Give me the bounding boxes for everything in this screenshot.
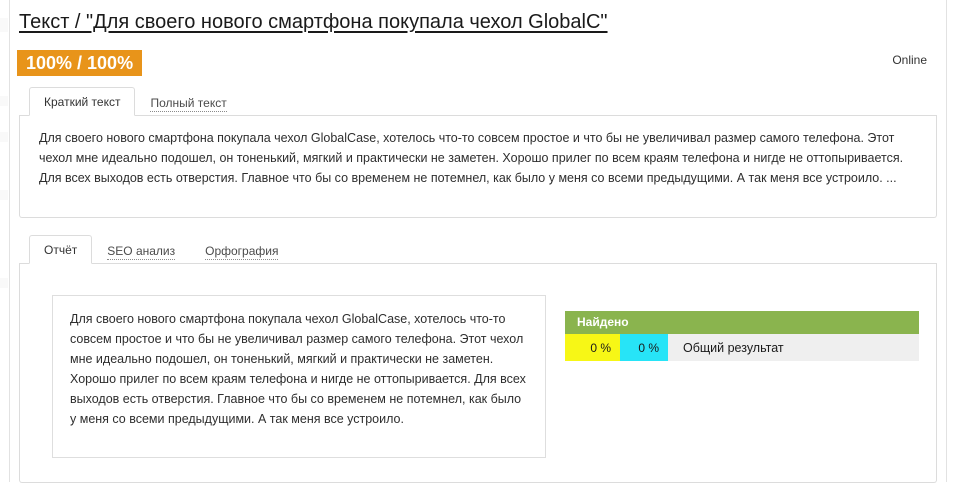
online-status-label: Online	[892, 53, 927, 67]
report-text-box: Для своего нового смартфона покупала чех…	[52, 295, 546, 458]
ghost-fragment	[0, 18, 8, 32]
text-tabstrip: Краткий текст Полный текст	[19, 87, 937, 116]
found-result-row: 0 % 0 % Общий результат	[565, 334, 919, 361]
text-tab-panel: Для своего нового смартфона покупала чех…	[19, 116, 937, 218]
found-result-label: Общий результат	[668, 334, 919, 361]
main-content-area: Текст / "Для своего нового смартфона пок…	[10, 0, 946, 483]
ghost-fragment	[0, 96, 8, 106]
review-text-short: Для своего нового смартфона покупала чех…	[39, 131, 904, 185]
right-page-gutter	[946, 0, 959, 482]
report-tabstrip: Отчёт SEO анализ Орфография	[19, 235, 937, 264]
found-panel-header: Найдено	[565, 311, 919, 334]
tab-label: Полный текст	[150, 96, 227, 112]
report-tab-panel: Для своего нового смартфона покупала чех…	[19, 264, 937, 483]
tab-polnyy-tekst[interactable]: Полный текст	[135, 88, 241, 116]
found-percent-yellow: 0 %	[565, 334, 620, 361]
tab-label: Краткий текст	[44, 95, 121, 109]
ghost-fragment	[0, 132, 8, 142]
ghost-fragment	[0, 278, 8, 288]
found-percent-cyan: 0 %	[620, 334, 668, 361]
tab-otchet[interactable]: Отчёт	[29, 235, 93, 264]
page-title[interactable]: Текст / "Для своего нового смартфона пок…	[19, 11, 608, 33]
tab-label: Орфография	[205, 244, 279, 260]
tab-label: Отчёт	[44, 243, 78, 257]
report-view-tabs: Отчёт SEO анализ Орфография Для своего н…	[19, 235, 937, 483]
text-view-tabs: Краткий текст Полный текст Для своего но…	[19, 87, 937, 218]
tab-label: SEO анализ	[107, 244, 176, 260]
tab-kratkiy-tekst[interactable]: Краткий текст	[29, 87, 136, 116]
uniqueness-percent-badge: 100% / 100%	[17, 50, 143, 76]
tab-orfografiya[interactable]: Орфография	[190, 236, 293, 264]
ghost-fragment	[0, 190, 8, 200]
tab-seo-analiz[interactable]: SEO анализ	[92, 236, 190, 264]
left-page-gutter	[0, 0, 10, 482]
found-results-panel: Найдено 0 % 0 % Общий результат	[565, 311, 919, 361]
